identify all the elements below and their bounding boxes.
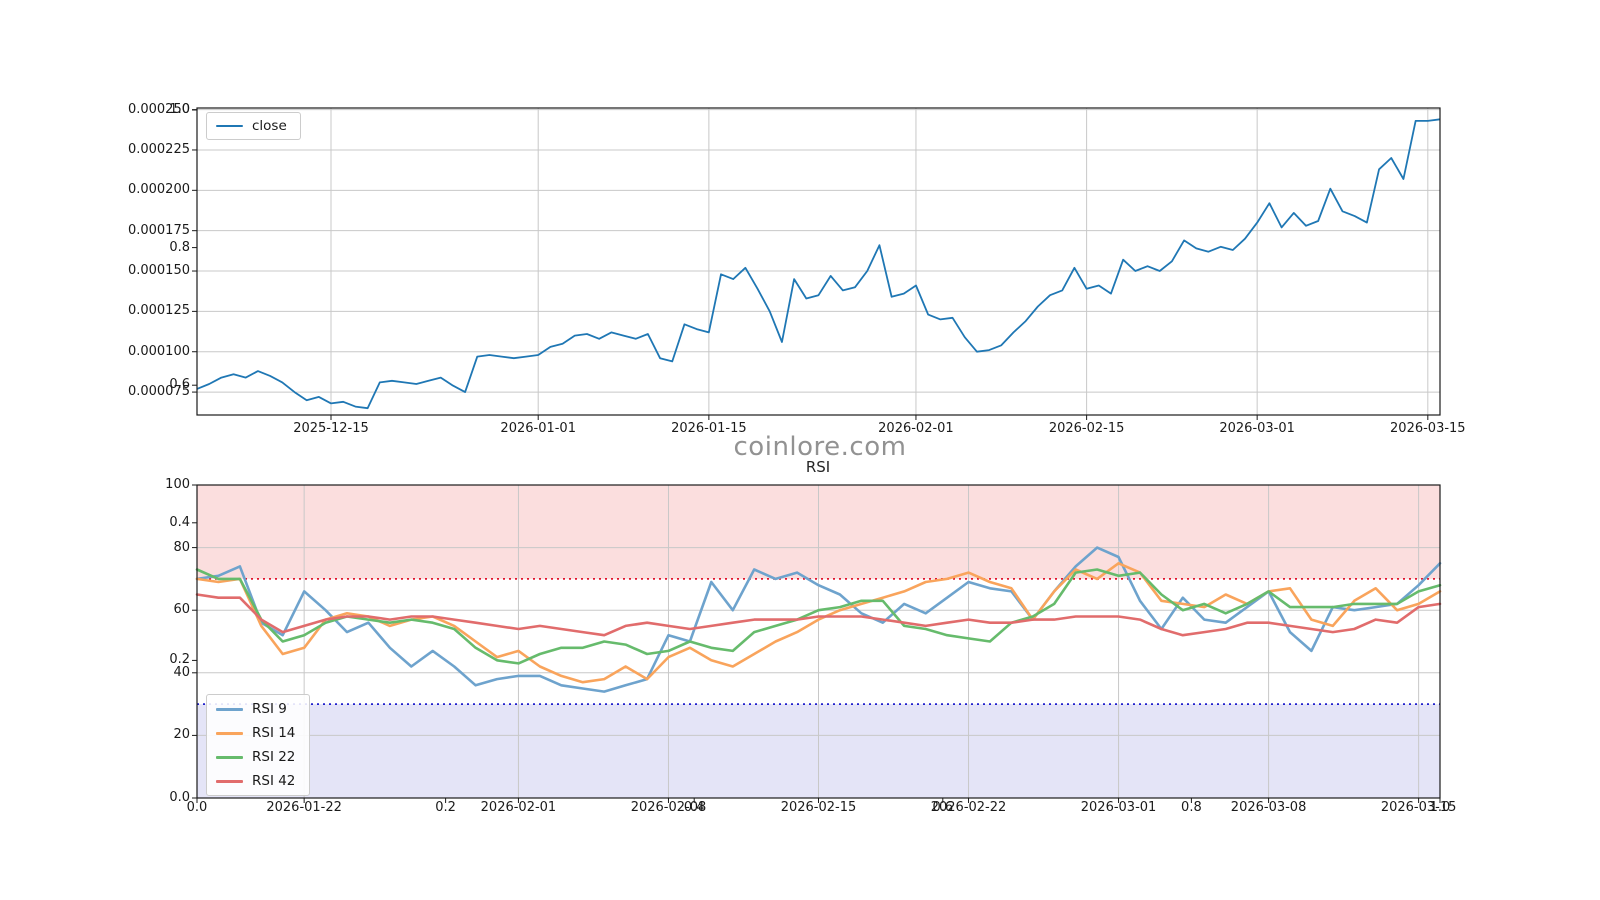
rsi-x-tick-label: 2026-03-08 (1230, 800, 1307, 815)
rsi-line-rsi-22 (195, 568, 1442, 665)
price-x-tick-label: 2026-01-15 (671, 421, 747, 436)
figure-x-tick-label: 1.0 (1429, 800, 1451, 815)
figure-y-tick-label: 1.0 (169, 102, 190, 117)
rsi-y-tick-label: 60 (173, 602, 190, 618)
rsi-legend-swatch (216, 779, 243, 783)
price-y-tick-label: 0.000150 (127, 263, 190, 279)
price-x-tick-label: 2026-01-01 (500, 421, 576, 436)
rsi-legend-row: RSI 9 (216, 701, 295, 717)
rsi-x-tick-label: 2026-03-15 (1380, 800, 1457, 815)
figure-y-tick-label: 0.2 (169, 652, 190, 668)
figure-y-tick-label: 0.4 (169, 514, 190, 530)
close-line (196, 118, 1441, 410)
rsi-y-tick-label: 100 (165, 477, 190, 492)
figure-x-tick-label: 0.2 (435, 800, 456, 815)
figure-x-tick-label: 0.0 (186, 800, 208, 815)
price-y-tick-label: 0.000225 (127, 141, 190, 157)
rsi-legend-label: RSI 9 (252, 701, 287, 717)
price-y-tick-label: 0.000100 (127, 343, 190, 359)
rsi-legend-label: RSI 42 (252, 773, 296, 789)
watermark: coinlore.com (733, 432, 907, 462)
rsi-line-rsi-42 (195, 593, 1442, 637)
figure-y-tick-label: 0.0 (169, 790, 190, 805)
rsi-line-rsi-9 (195, 546, 1442, 693)
price-x-tick-label: 2026-02-15 (1048, 421, 1125, 436)
rsi-legend-label: RSI 22 (252, 749, 296, 765)
price-y-tick-label: 0.000075 (127, 384, 190, 400)
rsi-x-tick-label: 2026-02-01 (480, 800, 557, 815)
figure-y-tick-label: 0.8 (169, 239, 190, 255)
rsi-chart-title: RSI (805, 458, 831, 476)
rsi-legend-swatch (216, 755, 243, 759)
figure-x-tick-label: 0.6 (932, 800, 954, 815)
rsi-x-tick-label: 2026-02-15 (780, 800, 857, 815)
rsi-legend-row: RSI 42 (216, 773, 295, 789)
rsi-y-tick-label: 80 (173, 539, 190, 555)
rsi-y-tick-label: 40 (173, 664, 190, 680)
price-legend-label: close (252, 118, 287, 134)
price-legend: close (206, 112, 301, 140)
rsi-x-tick-label: 2026-02-22 (930, 800, 1007, 815)
rsi-legend-swatch (216, 707, 243, 711)
rsi-legend-label: RSI 14 (252, 725, 296, 741)
price-y-tick-label: 0.000175 (127, 222, 190, 238)
price-x-tick-label: 2026-03-01 (1219, 421, 1295, 436)
price-x-tick-label: 2026-02-01 (878, 421, 954, 436)
close-line-swatch (216, 124, 243, 128)
rsi-legend-row: RSI 22 (216, 749, 295, 765)
rsi-x-tick-label: 2026-01-22 (266, 800, 342, 815)
rsi-y-tick-label: 20 (173, 727, 190, 743)
price-plot-border (196, 107, 1441, 416)
rsi-legend-row: RSI 14 (216, 725, 295, 741)
price-y-tick-label: 0.000200 (127, 182, 190, 198)
rsi-legend: RSI 9 RSI 14 RSI 22 RSI 42 (206, 694, 311, 796)
figure-y-tick-label: 0.6 (169, 377, 190, 393)
figure-x-tick-label: 0.8 (1181, 800, 1202, 815)
price-y-tick-label: 0.000250 (127, 101, 190, 117)
price-y-tick-label: 0.000125 (127, 303, 190, 319)
rsi-x-tick-label: 2026-02-08 (630, 800, 707, 815)
price-x-tick-label: 2026-03-15 (1390, 421, 1466, 436)
rsi-x-tick-label: 2026-03-01 (1080, 800, 1157, 815)
rsi-legend-swatch (216, 731, 243, 735)
figure-x-tick-label: 0.4 (683, 800, 705, 815)
price-x-tick-label: 2025-12-15 (293, 421, 369, 436)
